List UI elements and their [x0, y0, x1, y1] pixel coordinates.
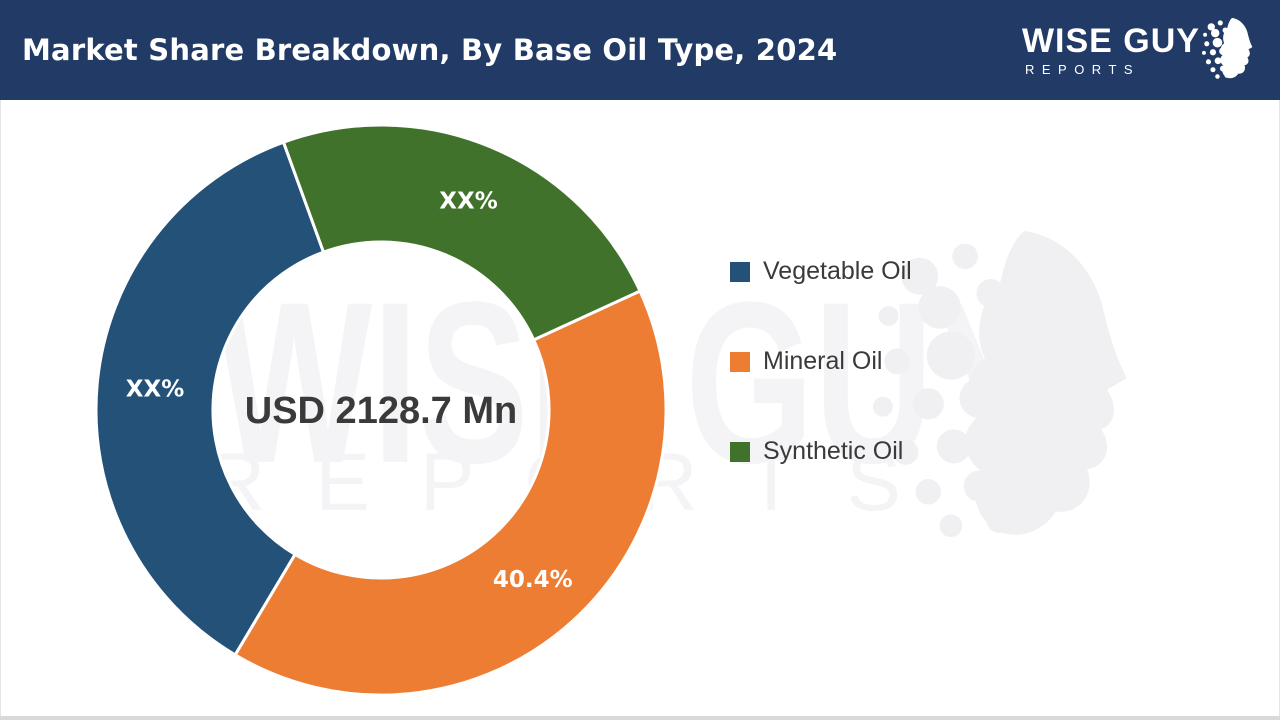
- brand-logo: WISE GUY REPORTS: [1022, 12, 1262, 88]
- slice-percentage-label: XX%: [439, 189, 498, 215]
- legend-label: Synthetic Oil: [763, 437, 904, 465]
- donut-slice-vegetable-oil: [94, 140, 326, 657]
- chart-area: WISE GUY REPORTS XX%40.4%XX%USD 2128.7 M…: [0, 100, 1280, 720]
- legend-label: Vegetable Oil: [763, 257, 912, 285]
- legend-swatch-vegetable-oil: [730, 261, 750, 282]
- legend-item-vegetable-oil: Vegetable Oil: [730, 257, 912, 286]
- bottom-strip: [0, 716, 1280, 720]
- logo-brand-text: WISE GUY: [1021, 22, 1200, 60]
- page-title: Market Share Breakdown, By Base Oil Type…: [22, 33, 838, 67]
- slice-percentage-label: XX%: [126, 377, 185, 403]
- legend-swatch-synthetic-oil: [730, 441, 750, 462]
- donut-slice-mineral-oil: [233, 289, 668, 697]
- header: Market Share Breakdown, By Base Oil Type…: [0, 0, 1280, 100]
- legend-item-synthetic-oil: Synthetic Oil: [730, 437, 912, 466]
- legend-label: Mineral Oil: [763, 347, 883, 375]
- chart-legend: Vegetable Oil Mineral Oil Synthetic Oil: [730, 257, 912, 466]
- legend-item-mineral-oil: Mineral Oil: [730, 347, 912, 376]
- legend-swatch-mineral-oil: [730, 351, 750, 372]
- logo-text: WISE GUY REPORTS: [1022, 24, 1200, 76]
- donut-slice-synthetic-oil: [281, 123, 642, 342]
- dotted-head-profile-icon: [1201, 17, 1253, 79]
- logo-sub-text: REPORTS: [1024, 62, 1141, 77]
- slice-percentage-label: 40.4%: [493, 567, 573, 593]
- donut-center-value: USD 2128.7 Mn: [245, 390, 517, 432]
- donut-chart: XX% 40.4% XX% USD 2128.7 Mn: [94, 123, 668, 697]
